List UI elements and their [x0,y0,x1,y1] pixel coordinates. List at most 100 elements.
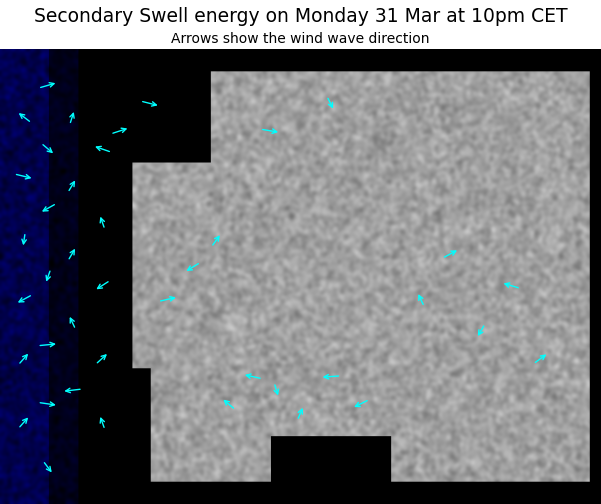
Bar [0,448,78,454]
Bar [0,485,78,492]
Bar [0,450,78,457]
Bar [0,468,78,475]
Bar [0,484,78,491]
Bar [0,487,78,494]
Bar [0,442,78,449]
Bar [0,445,78,452]
Bar [0,487,78,494]
Bar [0,462,78,469]
Bar [0,489,78,496]
Bar [0,476,78,483]
Bar [0,438,78,446]
Bar [0,480,78,487]
Bar [0,450,78,456]
Bar [0,493,78,500]
Bar [0,459,78,466]
Bar [0,447,78,454]
Bar [0,477,78,483]
Bar [0,479,78,486]
Bar [0,469,78,476]
Bar [0,435,78,442]
Bar [0,456,78,462]
Bar [0,461,78,468]
Bar [0,471,78,477]
Bar [0,449,78,456]
Bar [0,454,78,461]
Bar [0,474,78,481]
Bar [0,436,78,443]
Bar [0,432,78,439]
Bar [0,438,78,445]
Bar [0,434,78,441]
Bar [0,481,78,487]
Bar [0,494,78,501]
Bar [0,446,78,452]
Bar [0,453,78,460]
Bar [0,431,78,438]
Bar [0,457,78,464]
Bar [0,486,78,493]
Bar [0,494,78,500]
Bar [0,497,78,504]
Bar [0,430,78,437]
Bar [0,456,78,463]
Bar [0,481,78,488]
Bar [0,492,78,499]
Text: Secondary Swell energy on Monday 31 Mar at 10pm CET: Secondary Swell energy on Monday 31 Mar … [34,7,567,26]
Bar [0,485,78,492]
Bar [0,433,78,440]
Bar [0,483,78,490]
Bar [0,460,78,467]
Bar [0,448,78,455]
Bar [0,488,78,495]
Bar [0,431,78,438]
Bar [0,429,78,436]
Bar [0,477,78,484]
Bar [0,496,78,502]
Bar [0,439,78,446]
Bar [0,433,78,440]
Bar [0,472,78,479]
Bar [0,458,78,464]
Bar [0,496,78,503]
Bar [0,443,78,450]
Bar [0,454,78,460]
Bar [0,440,78,448]
Bar [0,483,78,490]
Bar [0,467,78,473]
Bar [0,473,78,479]
Bar [0,452,78,458]
Bar [0,470,78,477]
Bar [0,475,78,482]
Bar [0,455,78,462]
Bar [0,469,78,475]
Bar [0,478,78,485]
Bar [0,446,78,453]
Bar [0,444,78,451]
Bar [0,490,78,496]
Bar [0,443,78,450]
Bar [0,452,78,459]
Bar [0,490,78,497]
Bar [0,465,78,472]
Bar [0,441,78,448]
Bar [0,492,78,498]
Bar [0,437,78,444]
Bar [0,460,78,467]
Bar [0,463,78,470]
Bar [0,482,78,489]
Bar [0,464,78,471]
Bar [0,495,78,502]
Bar [0,471,78,478]
Bar [0,464,78,471]
Bar [0,458,78,465]
Bar [0,491,78,498]
Bar [0,479,78,485]
Bar [0,451,78,458]
Bar [0,466,78,473]
Bar [0,462,78,469]
Bar [0,440,78,447]
Bar [0,473,78,480]
Bar [0,475,78,481]
Bar [0,436,78,443]
